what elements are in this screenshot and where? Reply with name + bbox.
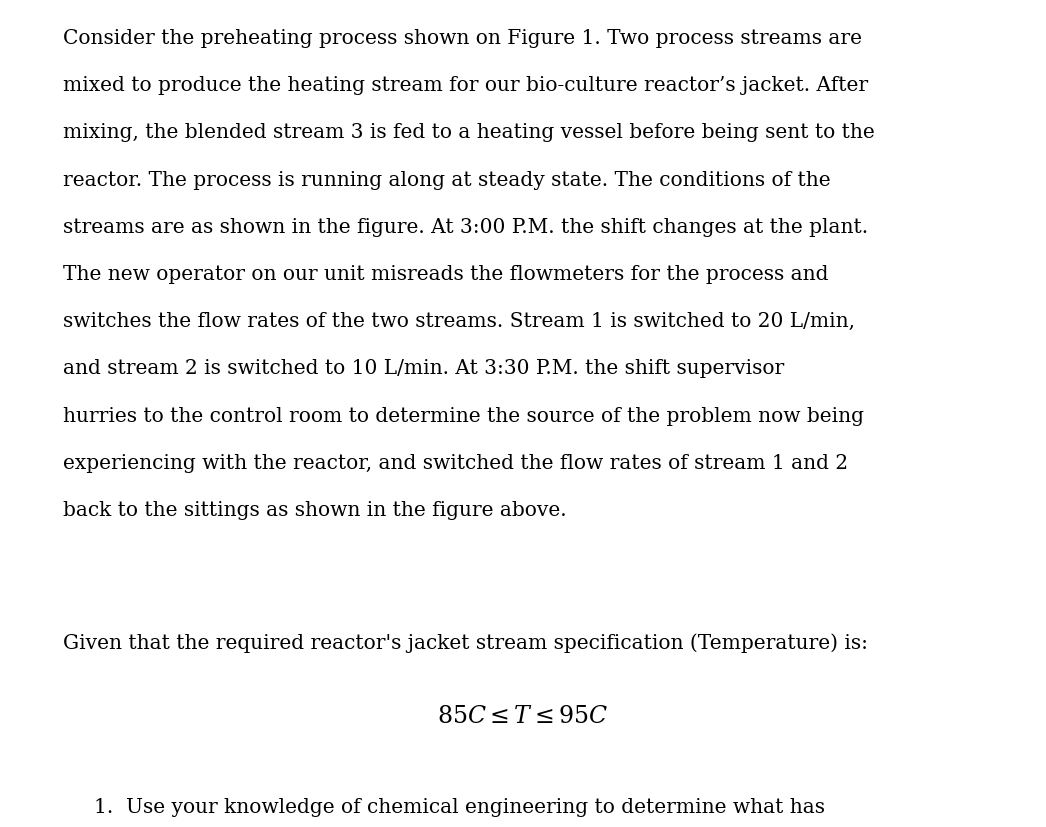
Text: streams are as shown in the figure. At 3:00 P.M. the shift changes at the plant.: streams are as shown in the figure. At 3… <box>63 218 868 237</box>
Text: and stream 2 is switched to 10 L/min. At 3:30 P.M. the shift supervisor: and stream 2 is switched to 10 L/min. At… <box>63 359 784 378</box>
Text: Consider the preheating process shown on Figure 1. Two process streams are: Consider the preheating process shown on… <box>63 29 862 48</box>
Text: mixed to produce the heating stream for our bio-culture reactor’s jacket. After: mixed to produce the heating stream for … <box>63 76 868 95</box>
Text: Given that the required reactor's jacket stream specification (Temperature) is:: Given that the required reactor's jacket… <box>63 633 868 652</box>
Text: back to the sittings as shown in the figure above.: back to the sittings as shown in the fig… <box>63 500 566 519</box>
Text: reactor. The process is running along at steady state. The conditions of the: reactor. The process is running along at… <box>63 170 831 189</box>
Text: hurries to the control room to determine the source of the problem now being: hurries to the control room to determine… <box>63 406 864 425</box>
Text: 1.  Use your knowledge of chemical engineering to determine what has: 1. Use your knowledge of chemical engine… <box>94 797 825 816</box>
Text: experiencing with the reactor, and switched the flow rates of stream 1 and 2: experiencing with the reactor, and switc… <box>63 453 848 472</box>
Text: The new operator on our unit misreads the flowmeters for the process and: The new operator on our unit misreads th… <box>63 265 828 284</box>
Text: mixing, the blended stream 3 is fed to a heating vessel before being sent to the: mixing, the blended stream 3 is fed to a… <box>63 123 874 142</box>
Text: $85C \leq T \leq 95C$: $85C \leq T \leq 95C$ <box>437 703 609 727</box>
Text: switches the flow rates of the two streams. Stream 1 is switched to 20 L/min,: switches the flow rates of the two strea… <box>63 312 855 331</box>
